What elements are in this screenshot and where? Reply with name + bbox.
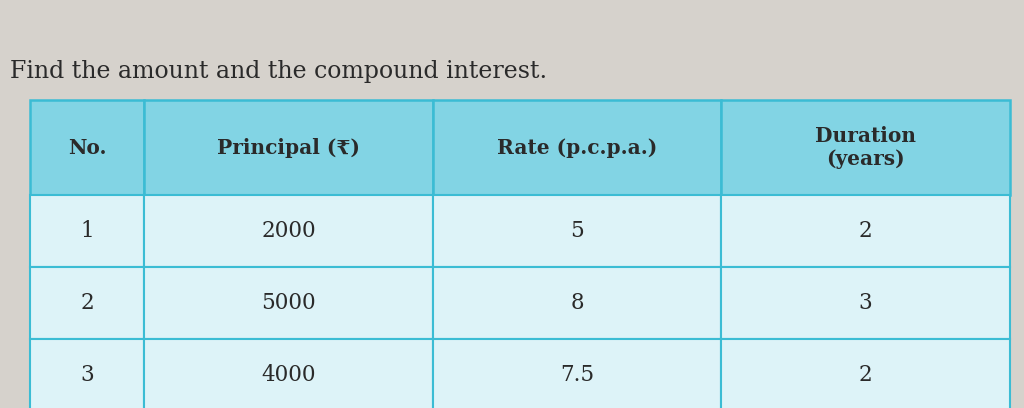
Text: Find the amount and the compound interest.: Find the amount and the compound interes… [10,60,547,83]
Text: 1: 1 [80,220,94,242]
Bar [722,100,1010,195]
Text: Principal (₹): Principal (₹) [217,137,360,157]
Text: 5000: 5000 [261,292,316,314]
Text: Rate (p.c.p.a.): Rate (p.c.p.a.) [497,137,657,157]
Bar [30,339,144,408]
Text: Duration
(years): Duration (years) [815,126,916,169]
Bar [433,195,722,267]
Bar [433,339,722,408]
Text: 2000: 2000 [261,220,316,242]
Text: No.: No. [68,137,106,157]
Text: 8: 8 [570,292,584,314]
Text: 3: 3 [80,364,94,386]
Text: 2: 2 [859,364,872,386]
Bar [30,195,144,267]
Bar [144,195,433,267]
Bar [722,267,1010,339]
Bar [722,195,1010,267]
Bar [144,339,433,408]
Text: 5: 5 [570,220,584,242]
Text: 2: 2 [859,220,872,242]
Bar [433,267,722,339]
Bar [722,339,1010,408]
Text: 2: 2 [80,292,94,314]
Bar [144,267,433,339]
Text: 3: 3 [859,292,872,314]
Bar [433,100,722,195]
Bar [30,267,144,339]
Text: 4000: 4000 [261,364,315,386]
Bar [30,100,144,195]
Text: 7.5: 7.5 [560,364,594,386]
Bar [144,100,433,195]
